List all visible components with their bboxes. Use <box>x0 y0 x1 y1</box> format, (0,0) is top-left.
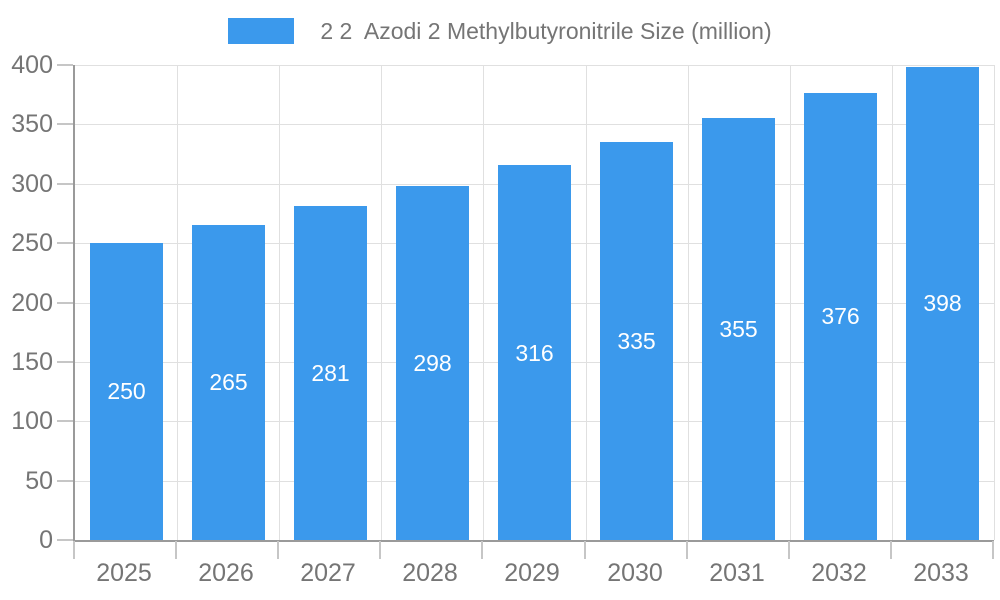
y-tick-label: 350 <box>11 110 53 139</box>
x-tick-label: 2030 <box>607 559 663 587</box>
x-gridline <box>381 65 382 540</box>
bar: 281 <box>294 206 367 540</box>
x-tick-label: 2025 <box>96 559 152 587</box>
bar: 265 <box>192 225 265 540</box>
x-gridline <box>688 65 689 540</box>
y-tick <box>57 123 73 126</box>
bar: 250 <box>90 243 163 540</box>
x-tick-label: 2026 <box>198 559 254 587</box>
legend-swatch-icon <box>228 18 295 44</box>
y-tick <box>57 360 73 363</box>
y-tick-label: 200 <box>11 288 53 317</box>
x-tick <box>73 541 75 559</box>
y-tick-label: 250 <box>11 229 53 258</box>
x-tick-label: 2033 <box>913 559 969 587</box>
legend-label: 2 2 Azodi 2 Methylbutyronitrile Size (mi… <box>320 17 772 44</box>
y-tick <box>57 479 73 482</box>
legend[interactable]: 2 2 Azodi 2 Methylbutyronitrile Size (mi… <box>0 14 1000 48</box>
y-tick-label: 50 <box>25 466 53 495</box>
y-tick <box>57 420 73 423</box>
x-gridline <box>892 65 893 540</box>
x-tick <box>992 541 994 559</box>
bar-value-label: 355 <box>719 316 758 342</box>
x-gridline <box>177 65 178 540</box>
x-gridline <box>279 65 280 540</box>
y-tick-label: 400 <box>11 51 53 79</box>
y-tick <box>57 539 73 541</box>
y-tick-label: 100 <box>11 407 53 436</box>
bar-value-label: 335 <box>617 328 656 354</box>
bar: 316 <box>498 165 571 540</box>
y-gridline <box>75 124 994 126</box>
x-tick-label: 2029 <box>504 559 560 587</box>
x-tick <box>788 541 790 559</box>
y-tick <box>57 301 73 304</box>
bar-value-label: 281 <box>311 360 350 386</box>
x-tick <box>584 541 586 559</box>
x-gridline <box>586 65 587 540</box>
bar: 398 <box>906 67 979 540</box>
bar-value-label: 298 <box>413 350 452 376</box>
y-tick-label: 300 <box>11 169 53 198</box>
x-tick <box>379 541 381 559</box>
x-tick <box>481 541 483 559</box>
bar: 335 <box>600 142 673 540</box>
x-gridline <box>790 65 791 540</box>
y-tick <box>57 64 73 66</box>
bar-value-label: 316 <box>515 340 554 366</box>
bar-value-label: 265 <box>209 369 248 395</box>
plot-area: 250 265 281 298 316 335 355 376 398 <box>73 65 995 542</box>
x-tick-label: 2032 <box>811 559 867 587</box>
bar: 355 <box>702 118 775 540</box>
y-tick <box>57 242 73 245</box>
x-tick-label: 2028 <box>402 559 458 587</box>
y-tick <box>57 182 73 185</box>
x-tick-label: 2027 <box>300 559 356 587</box>
y-tick-label: 150 <box>11 347 53 376</box>
x-tick <box>890 541 892 559</box>
x-tick <box>686 541 688 559</box>
x-tick <box>277 541 279 559</box>
bar-value-label: 250 <box>107 378 146 404</box>
bar-value-label: 376 <box>821 303 860 329</box>
y-tick-label: 0 <box>39 526 53 554</box>
x-gridline <box>483 65 484 540</box>
bar: 376 <box>804 93 877 540</box>
bar: 298 <box>396 186 469 540</box>
y-gridline <box>75 65 994 66</box>
x-tick <box>175 541 177 559</box>
bar-value-label: 398 <box>923 290 962 316</box>
x-tick-label: 2031 <box>709 559 765 587</box>
x-gridline <box>994 65 995 540</box>
